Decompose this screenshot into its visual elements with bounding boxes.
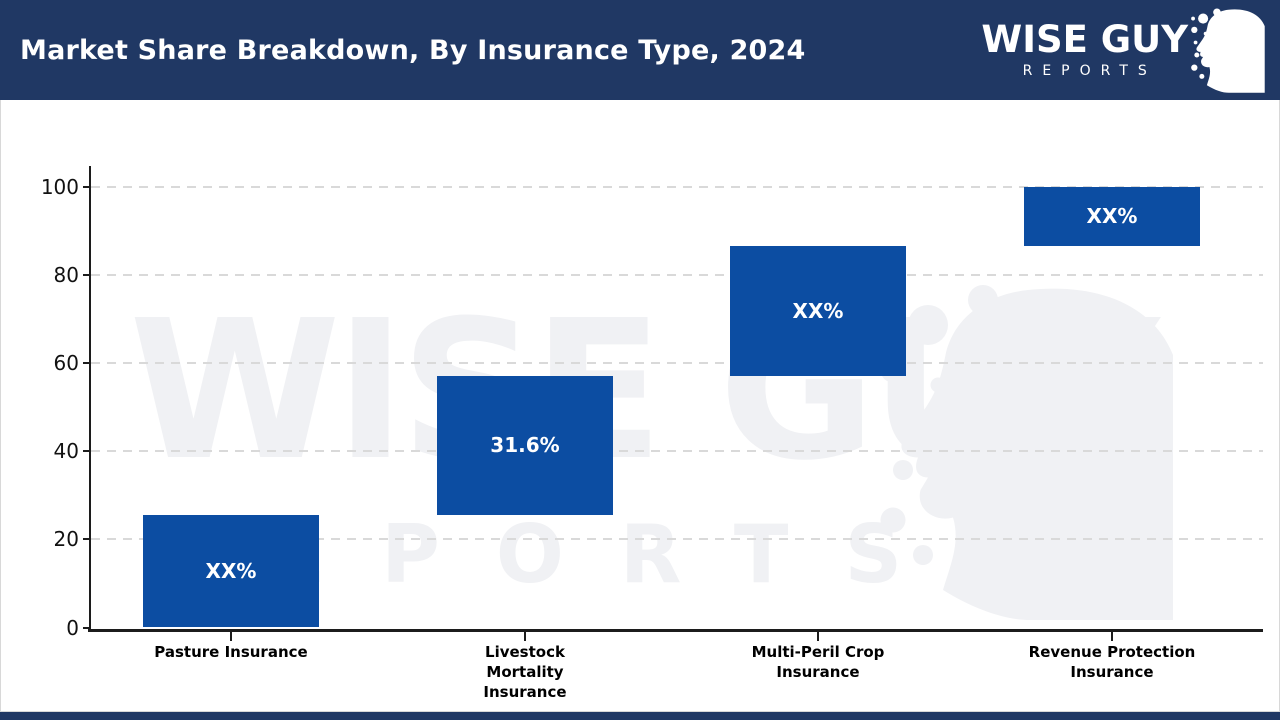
- y-axis-tick-label: 20: [53, 527, 79, 552]
- bar-value-label: XX%: [792, 298, 844, 323]
- y-axis-tick-label: 60: [53, 350, 79, 375]
- x-axis-category-label: Livestock Mortality Insurance: [410, 642, 640, 702]
- brand-face-icon: [1191, 8, 1265, 93]
- category-label-line: Livestock: [485, 642, 565, 661]
- bar-revenue-protection-insurance: XX%: [1024, 186, 1200, 246]
- bar-value-label: XX%: [1086, 204, 1138, 229]
- x-axis-tick-mark: [524, 631, 526, 641]
- gridline-y100: [91, 185, 1263, 188]
- y-axis-tick-mark: [83, 185, 91, 188]
- gridline-y80: [91, 273, 1263, 276]
- category-label-line: Insurance: [776, 662, 860, 681]
- x-axis-tick-mark: [1111, 631, 1113, 641]
- x-axis-category-label: Revenue Protection Insurance: [997, 642, 1227, 682]
- x-axis-tick-mark: [817, 631, 819, 641]
- footer-bar: [0, 712, 1280, 720]
- y-axis-tick-mark: [83, 361, 91, 364]
- x-axis-category-label: Pasture Insurance: [116, 642, 346, 662]
- category-label-line: Insurance: [1070, 662, 1154, 681]
- bar-value-label: 31.6%: [490, 433, 560, 458]
- y-axis-tick-mark: [83, 538, 91, 541]
- chart-canvas: WISE GUY REPORTS 0 20 40 60 80 100 XX% Pasture …: [0, 100, 1280, 712]
- brand-logo-subtitle: REPORTS: [1022, 63, 1157, 79]
- bottom-hairline: [0, 711, 1280, 712]
- y-axis-tick-mark: [83, 450, 91, 453]
- brand-logo-text: WISE GUY REPORTS: [981, 20, 1188, 80]
- x-axis-category-label: Multi-Peril Crop Insurance: [703, 642, 933, 682]
- brand-logo: WISE GUY REPORTS: [981, 6, 1270, 94]
- y-axis-line: [89, 166, 91, 632]
- y-axis-tick-label: 0: [66, 615, 79, 640]
- category-label-line: Revenue Protection: [1028, 642, 1196, 661]
- chart-title: Market Share Breakdown, By Insurance Typ…: [20, 34, 806, 66]
- y-axis-tick-label: 80: [53, 262, 79, 287]
- y-axis-tick-mark: [83, 626, 91, 629]
- bar-value-label: XX%: [205, 559, 257, 584]
- gridline-y20: [91, 538, 1263, 541]
- category-label-line: Mortality: [486, 662, 564, 681]
- y-axis-tick-label: 40: [53, 439, 79, 464]
- x-axis-line: [88, 629, 1263, 632]
- y-axis-tick-label: 100: [40, 174, 79, 199]
- bar-livestock-mortality-insurance: 31.6%: [437, 375, 613, 516]
- y-axis-tick-mark: [83, 273, 91, 276]
- brand-logo-wordmark: WISE GUY: [981, 18, 1188, 61]
- bar-multi-peril-crop-insurance: XX%: [730, 245, 906, 376]
- gridline-y40: [91, 450, 1263, 453]
- x-axis-tick-mark: [230, 631, 232, 641]
- category-label-line: Multi-Peril Crop: [751, 642, 885, 661]
- category-label-line: Pasture Insurance: [154, 642, 308, 661]
- bar-pasture-insurance: XX%: [143, 515, 319, 628]
- gridline-y60: [91, 361, 1263, 364]
- category-label-line: Insurance: [483, 682, 567, 701]
- header-bar: Market Share Breakdown, By Insurance Typ…: [0, 0, 1280, 100]
